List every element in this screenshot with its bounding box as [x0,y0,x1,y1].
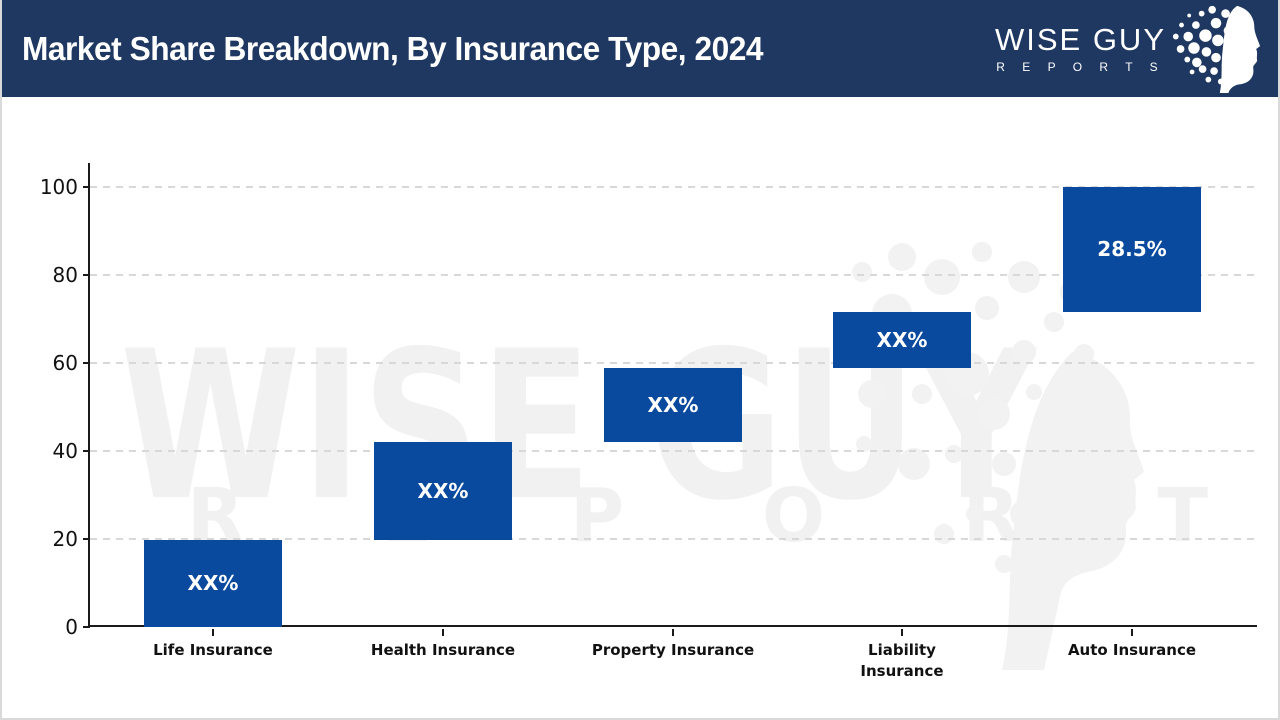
bar-value-label: XX% [187,571,239,596]
grid-line [90,185,1257,188]
bar: XX% [833,312,971,368]
y-axis-tick-label: 0 [65,615,78,639]
y-axis-tick [83,449,90,452]
bar: XX% [144,539,282,627]
grid-line [90,361,1257,364]
logo-text: WISE GUY R E P O R T S [995,24,1166,74]
x-category-label: Health Insurance [370,641,516,659]
bar: XX% [604,367,742,442]
bar-value-label: XX% [647,392,699,417]
y-axis-tick [83,537,90,540]
x-axis-tick [901,629,903,636]
bar: 28.5% [1063,186,1201,313]
y-axis-tick [83,273,90,276]
bar: XX% [374,441,512,540]
logo-wordmark: WISE GUY [994,21,1166,57]
logo-face-icon [1172,5,1261,93]
y-axis-tick [83,185,90,188]
page-title: Market Share Breakdown, By Insurance Typ… [22,29,764,67]
grid-line [90,449,1257,452]
y-axis-tick-label: 80 [52,262,78,287]
x-category-label: Property Insurance [591,641,755,659]
wise-guy-reports-logo: WISE GUY R E P O R T S [995,4,1264,94]
x-axis-tick [442,629,444,636]
y-axis-tick [83,626,90,628]
x-axis-tick [1131,629,1133,636]
x-category-label: Life Insurance [153,641,273,659]
header: Market Share Breakdown, By Insurance Typ… [2,0,1278,97]
bar-value-label: 28.5% [1097,237,1167,262]
y-axis-tick-label: 20 [52,526,78,551]
x-category-label: Liability Insurance [860,641,944,680]
bar-value-label: XX% [876,328,928,352]
grid-line [90,273,1257,276]
x-axis-line [88,625,1257,627]
logo-subtext: R E P O R T S [996,59,1165,74]
y-axis-tick-label: 60 [52,350,78,375]
y-axis-tick [83,361,90,364]
x-axis-tick [672,629,674,636]
y-axis-tick-label: 40 [52,438,78,463]
plot-area: WISE GUY R E P O R T S 020406080100XX%XX… [2,97,1280,720]
x-category-label: Auto Insurance [1067,641,1197,659]
bar-value-label: XX% [417,478,469,503]
grid-line [90,537,1257,540]
y-axis-line [88,163,90,627]
y-axis-tick-label: 100 [39,174,78,199]
x-axis-tick [212,629,214,636]
